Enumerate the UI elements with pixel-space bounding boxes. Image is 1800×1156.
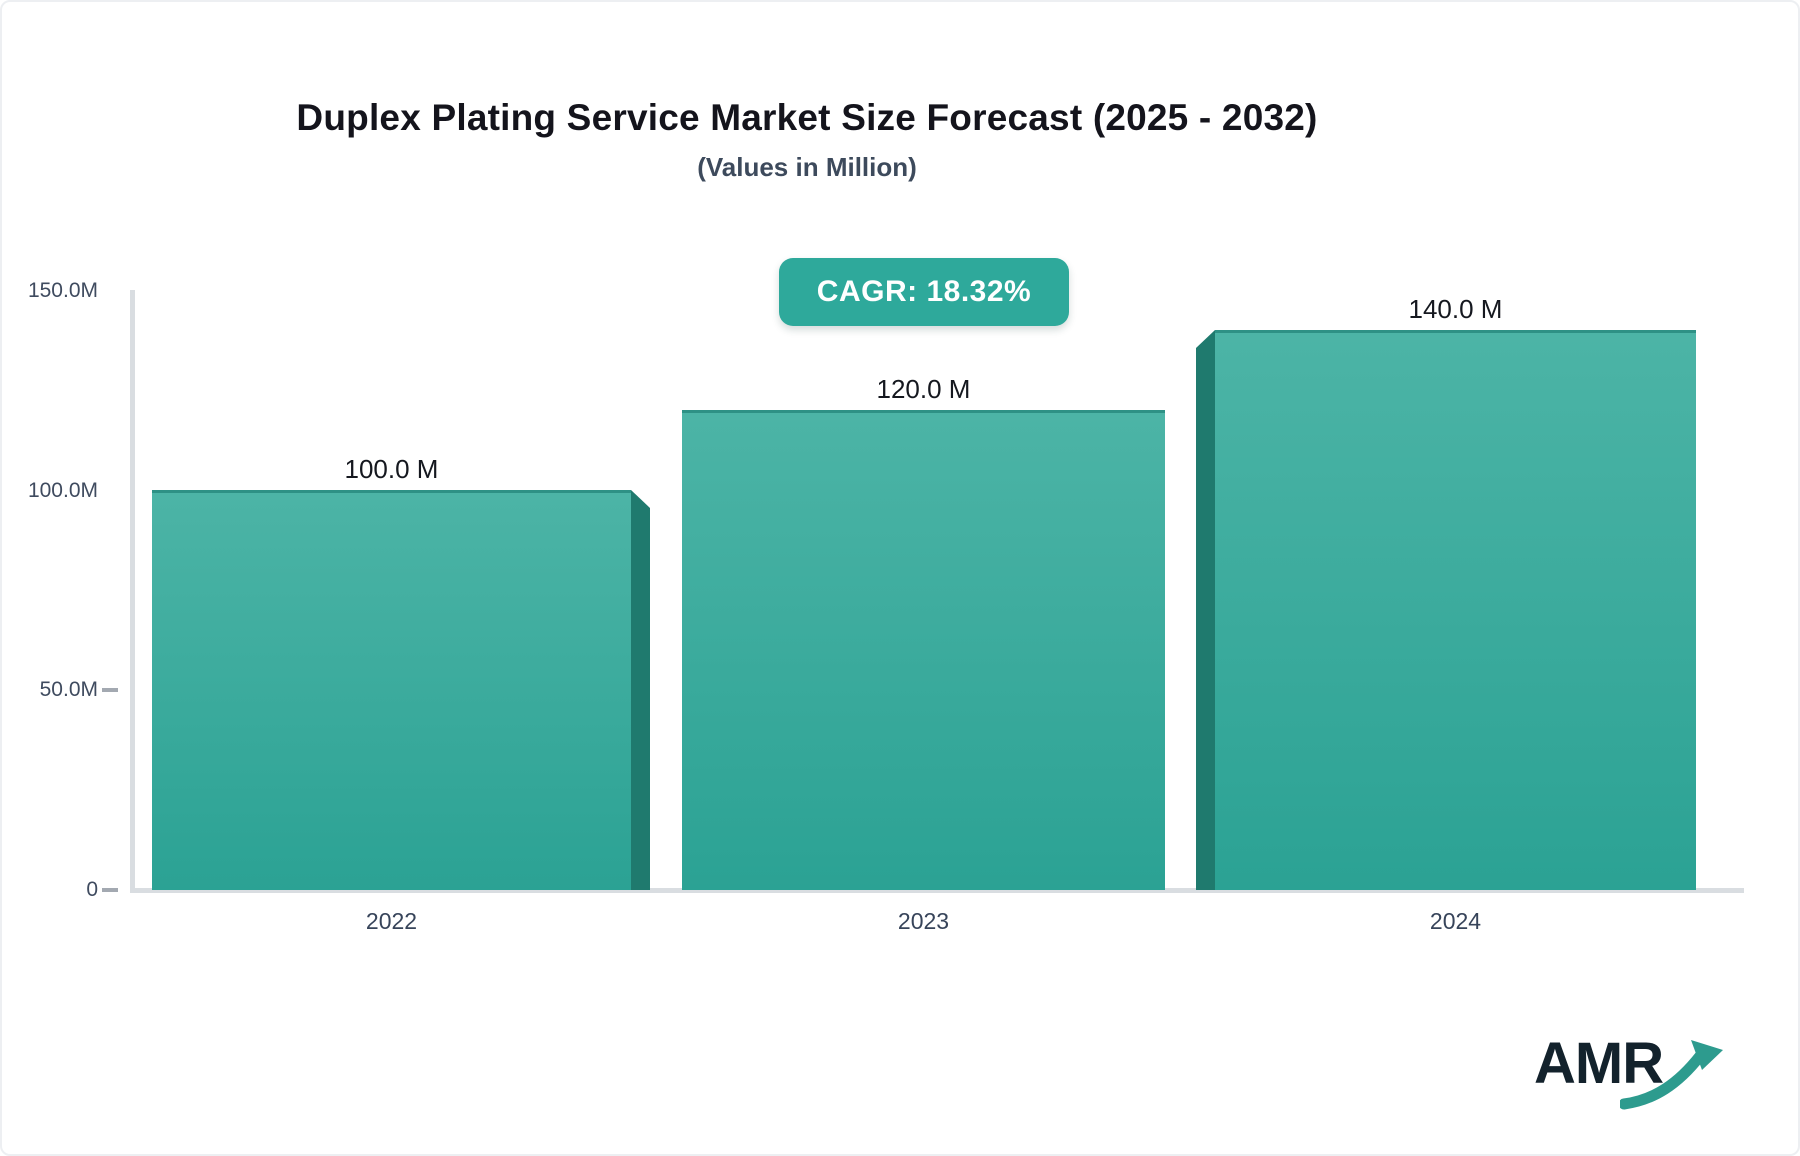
bar-2024 xyxy=(1215,330,1696,890)
cagr-badge: CAGR: 18.32% xyxy=(779,258,1069,326)
y-axis-label: 50.0M xyxy=(39,678,98,702)
x-axis-label: 2024 xyxy=(1429,908,1482,934)
bar-2023 xyxy=(682,410,1165,890)
y-axis-label: 0 xyxy=(86,878,98,901)
amr-logo: AMR xyxy=(1534,1030,1724,1115)
bar-value-label: 120.0 M xyxy=(876,374,971,404)
bar-value-label: 140.0 M xyxy=(1408,294,1503,324)
y-axis-label: 150.0M xyxy=(27,279,98,302)
bar-value-label: 100.0 M xyxy=(344,454,439,484)
x-axis-label: 2023 xyxy=(897,908,950,934)
chart-title: Duplex Plating Service Market Size Forec… xyxy=(296,97,1318,138)
x-axis-line xyxy=(130,888,1744,893)
y-axis-label: 100.0M xyxy=(27,478,98,502)
y-axis-tick xyxy=(102,888,118,892)
chart-subtitle: (Values in Million) xyxy=(697,152,917,182)
y-axis-tick xyxy=(102,688,118,693)
x-axis-label: 2022 xyxy=(365,908,418,934)
bar-2022 xyxy=(152,490,631,890)
amr-logo-text: AMR xyxy=(1534,1031,1664,1096)
growth-arrow-icon xyxy=(1620,1040,1723,1110)
bar-side-face xyxy=(1196,330,1215,890)
bar-side-face xyxy=(631,490,650,890)
y-axis-line xyxy=(130,290,135,890)
